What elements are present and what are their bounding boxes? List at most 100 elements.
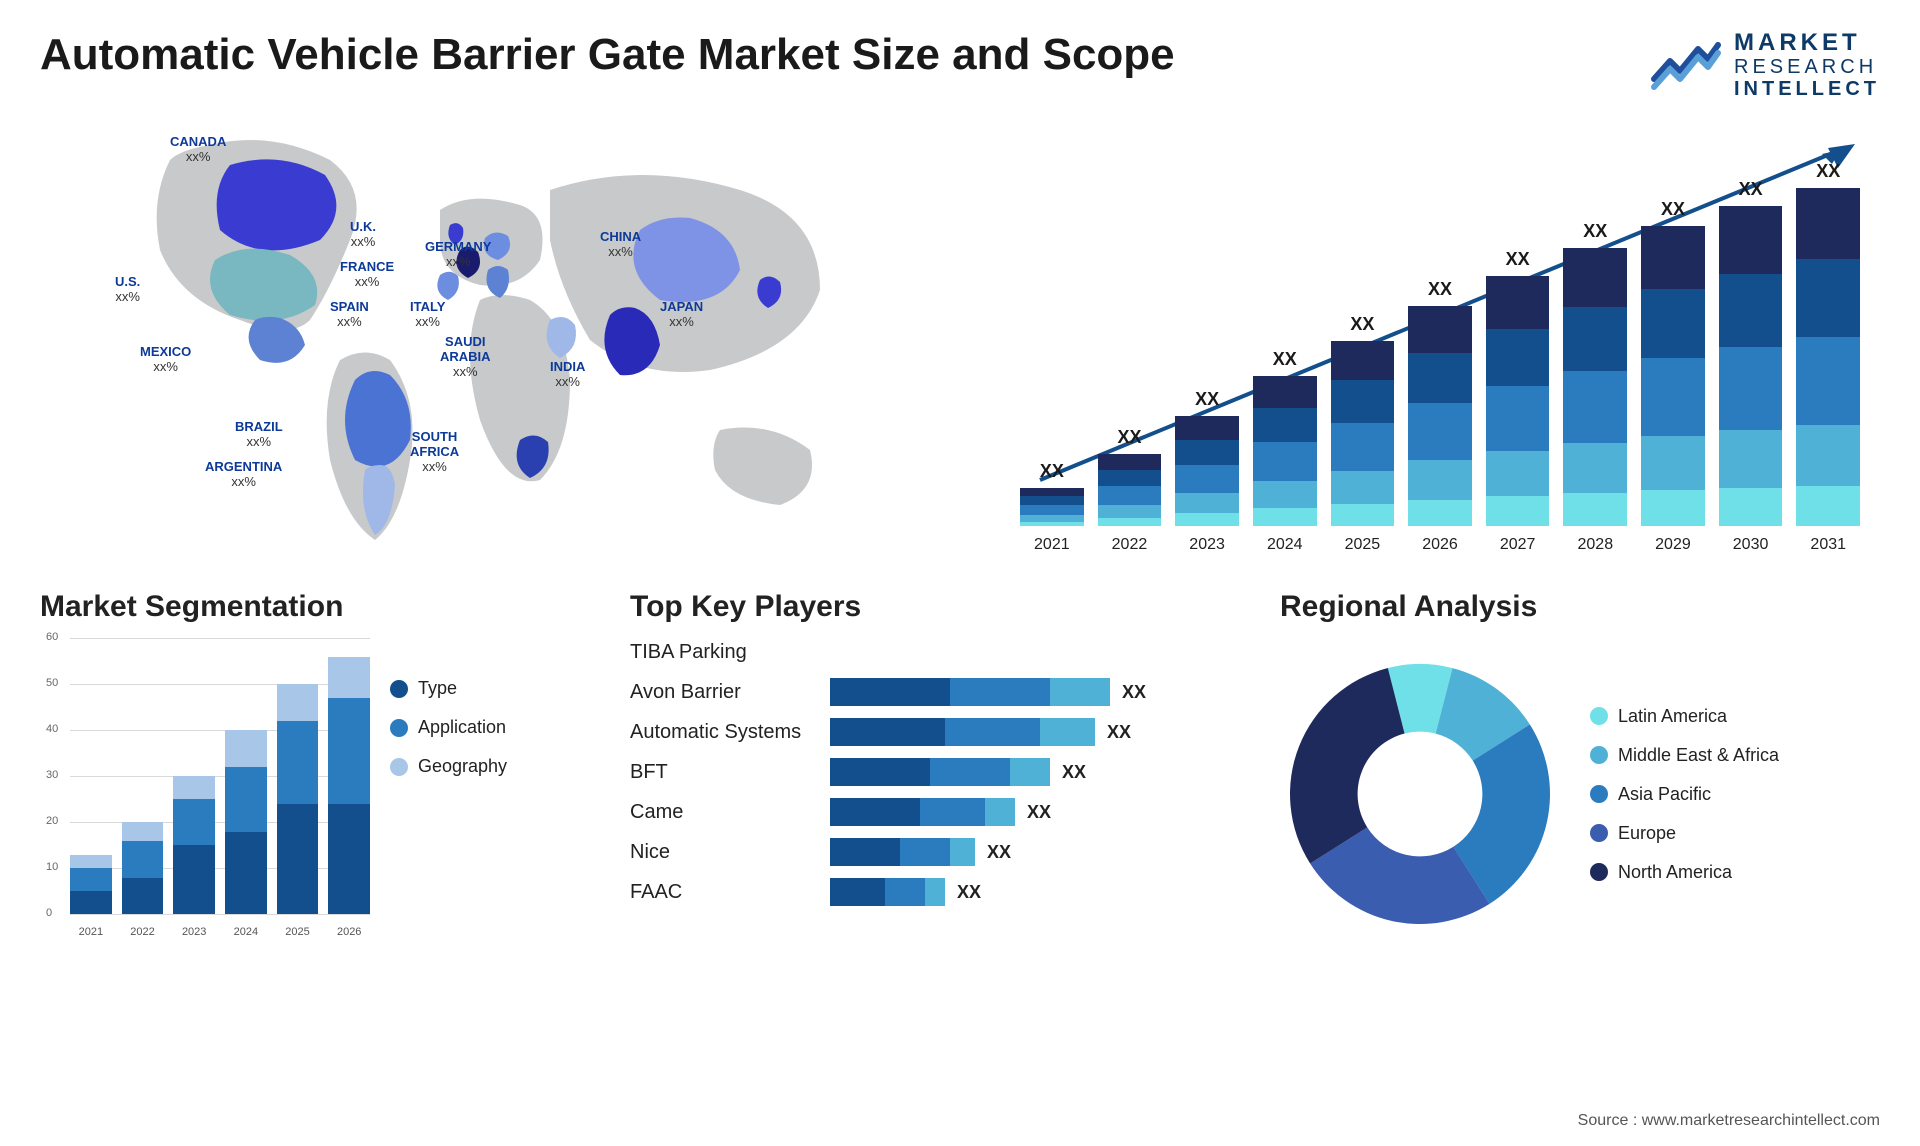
growth-bar-value: XX xyxy=(1040,461,1064,482)
brand-line3: INTELLECT xyxy=(1734,78,1880,100)
legend-item: Application xyxy=(390,717,507,738)
player-value: XX xyxy=(987,842,1011,863)
legend-label: Middle East & Africa xyxy=(1618,745,1779,766)
player-bar-segment xyxy=(830,678,950,706)
growth-bar: XX xyxy=(1563,221,1627,526)
map-label: CHINAxx% xyxy=(600,230,641,260)
seg-xlabel: 2022 xyxy=(122,926,164,938)
growth-bar-segment xyxy=(1175,440,1239,465)
growth-bar-segment xyxy=(1175,513,1239,526)
legend-swatch-icon xyxy=(390,758,408,776)
legend-swatch-icon xyxy=(1590,746,1608,764)
growth-xlabel: 2031 xyxy=(1796,536,1860,554)
growth-bar-segment xyxy=(1331,341,1395,380)
players-title: Top Key Players xyxy=(630,590,1250,624)
growth-bar-segment xyxy=(1486,386,1550,451)
map-label: JAPANxx% xyxy=(660,300,703,330)
map-label: CANADAxx% xyxy=(170,135,226,165)
legend-item: Type xyxy=(390,678,507,699)
growth-bar: XX xyxy=(1719,179,1783,526)
seg-bar xyxy=(173,776,215,914)
legend-item: Middle East & Africa xyxy=(1590,745,1779,766)
growth-xlabel: 2025 xyxy=(1331,536,1395,554)
growth-bar: XX xyxy=(1641,199,1705,526)
growth-bar-segment xyxy=(1253,481,1317,508)
players-bars: XXXXXXXXXXXX xyxy=(830,638,1250,950)
growth-bar-segment xyxy=(1098,505,1162,518)
growth-bar-segment xyxy=(1253,508,1317,526)
legend-swatch-icon xyxy=(1590,863,1608,881)
growth-xlabel: 2028 xyxy=(1563,536,1627,554)
growth-bar-segment xyxy=(1641,289,1705,358)
brand-logo: MARKET RESEARCH INTELLECT xyxy=(1650,30,1880,100)
player-bar-segment xyxy=(925,878,945,906)
regional-title: Regional Analysis xyxy=(1280,590,1880,624)
growth-bar-segment xyxy=(1175,416,1239,439)
growth-bar-value: XX xyxy=(1506,249,1530,270)
seg-ylabel: 30 xyxy=(46,769,58,781)
seg-xlabel: 2026 xyxy=(328,926,370,938)
growth-bar-segment xyxy=(1486,496,1550,526)
player-bar xyxy=(830,878,945,906)
player-label: BFT xyxy=(630,758,810,786)
growth-bar-segment xyxy=(1719,274,1783,348)
growth-bar: XX xyxy=(1408,279,1472,526)
legend-swatch-icon xyxy=(1590,785,1608,803)
legend-label: Asia Pacific xyxy=(1618,784,1711,805)
growth-bar-segment xyxy=(1719,430,1783,488)
seg-bar-segment xyxy=(70,891,112,914)
growth-bar-segment xyxy=(1020,496,1084,505)
map-label: FRANCExx% xyxy=(340,260,394,290)
seg-ylabel: 0 xyxy=(46,907,52,919)
growth-bar-segment xyxy=(1563,248,1627,306)
growth-bar: XX xyxy=(1020,461,1084,526)
seg-bar-segment xyxy=(277,804,319,914)
player-label: Came xyxy=(630,798,810,826)
player-row: XX xyxy=(830,878,1250,906)
player-bar xyxy=(830,798,1015,826)
player-bar-segment xyxy=(885,878,925,906)
map-highlight xyxy=(217,160,337,251)
seg-bar-segment xyxy=(277,721,319,804)
growth-bar-segment xyxy=(1408,306,1472,352)
growth-bar-value: XX xyxy=(1661,199,1685,220)
player-row: XX xyxy=(830,838,1250,866)
growth-bar-segment xyxy=(1253,442,1317,481)
player-bar-segment xyxy=(830,878,885,906)
player-bar-segment xyxy=(950,838,975,866)
player-value: XX xyxy=(1062,762,1086,783)
seg-xlabel: 2023 xyxy=(173,926,215,938)
seg-ylabel: 20 xyxy=(46,815,58,827)
legend-swatch-icon xyxy=(1590,707,1608,725)
growth-bar-segment xyxy=(1098,518,1162,527)
seg-bar-segment xyxy=(173,845,215,914)
growth-xlabel: 2022 xyxy=(1098,536,1162,554)
seg-bar xyxy=(328,657,370,915)
seg-bar-segment xyxy=(122,822,164,840)
growth-bar-segment xyxy=(1408,460,1472,500)
growth-bar-value: XX xyxy=(1117,427,1141,448)
regional-legend: Latin America Middle East & Africa Asia Pa… xyxy=(1590,706,1779,883)
seg-bar-segment xyxy=(328,804,370,914)
seg-bar-segment xyxy=(122,878,164,915)
growth-xlabel: 2021 xyxy=(1020,536,1084,554)
player-bar-segment xyxy=(950,678,1050,706)
seg-bar-segment xyxy=(122,841,164,878)
growth-bar-segment xyxy=(1020,522,1084,527)
growth-bar-segment xyxy=(1098,486,1162,505)
seg-ylabel: 60 xyxy=(46,631,58,643)
growth-bar-segment xyxy=(1098,454,1162,469)
player-bar-segment xyxy=(830,718,945,746)
growth-bar-segment xyxy=(1796,337,1860,425)
growth-bar: XX xyxy=(1175,389,1239,526)
players-labels: TIBA ParkingAvon BarrierAutomatic System… xyxy=(630,638,810,950)
player-value: XX xyxy=(1027,802,1051,823)
world-map-panel: CANADAxx%U.S.xx%MEXICOxx%BRAZILxx%ARGENT… xyxy=(40,120,940,560)
player-row xyxy=(830,638,1250,666)
growth-xlabel: 2024 xyxy=(1253,536,1317,554)
growth-bar-segment xyxy=(1331,471,1395,504)
growth-bar-segment xyxy=(1796,259,1860,337)
brand-mark-icon xyxy=(1650,35,1722,95)
legend-item: Latin America xyxy=(1590,706,1779,727)
growth-bar-segment xyxy=(1020,488,1084,496)
